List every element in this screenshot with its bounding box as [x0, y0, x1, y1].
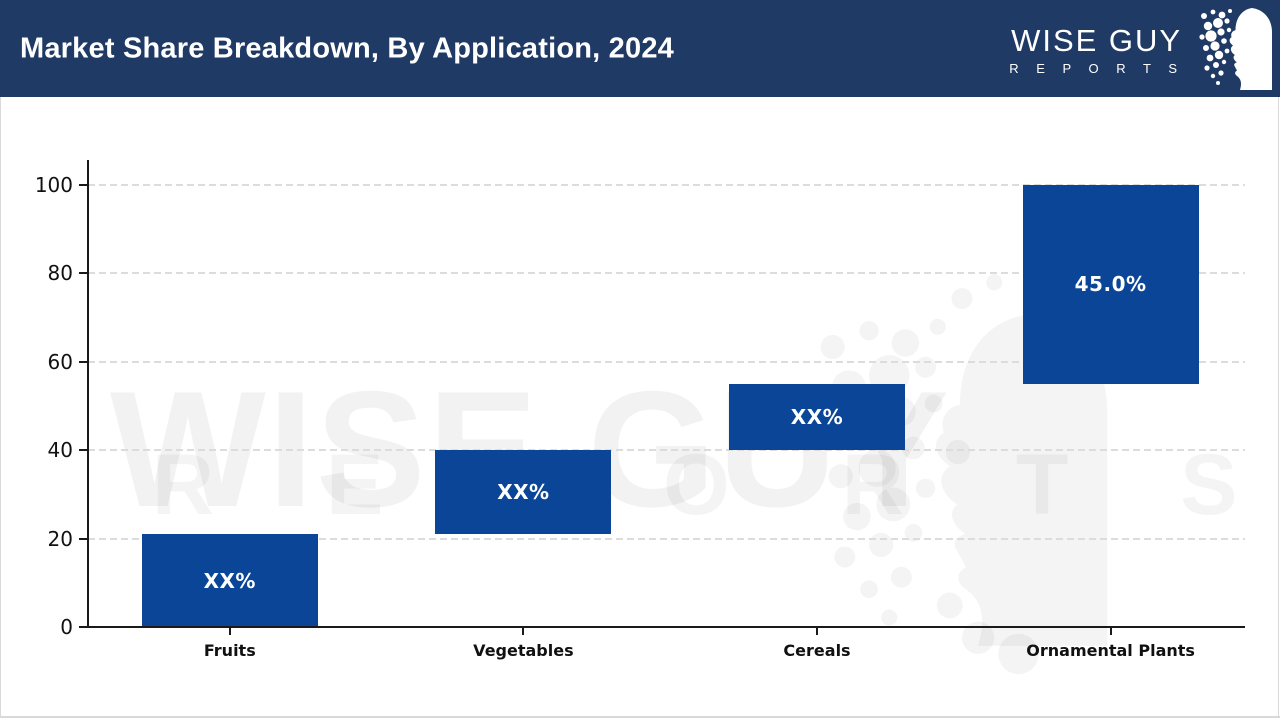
x-tick-mark — [228, 627, 231, 635]
bar-vegetables: XX% — [435, 450, 612, 535]
bar-value-label: 45.0% — [1074, 272, 1147, 297]
y-tick-mark — [79, 449, 88, 452]
gridline-y100 — [88, 184, 1245, 186]
brand-logo: WISE GUY R E P O R T S — [1009, 8, 1274, 90]
y-axis-spine — [87, 160, 89, 628]
header-band: Market Share Breakdown, By Application, … — [0, 0, 1280, 97]
brand-subtitle: R E P O R T S — [1009, 60, 1184, 76]
watermark-subtitle-text: R E P O R T S — [152, 442, 1280, 528]
x-tick-label-fruits: Fruits — [203, 641, 256, 660]
page-title: Market Share Breakdown, By Application, … — [20, 32, 674, 64]
x-tick-mark — [522, 627, 525, 635]
bar-value-label: XX% — [790, 405, 844, 430]
y-tick-label: 100 — [34, 173, 73, 197]
y-tick-mark — [79, 537, 88, 540]
head-profile-icon — [1199, 8, 1272, 90]
figure-bottom-border — [0, 716, 1280, 718]
bar-ornamental-plants: 45.0% — [1022, 185, 1199, 384]
y-tick-label: 20 — [47, 526, 73, 551]
y-tick-label: 60 — [47, 349, 73, 374]
x-tick-mark — [816, 627, 818, 635]
y-tick-mark — [79, 626, 88, 628]
y-tick-mark — [79, 360, 88, 363]
y-tick-label: 0 — [60, 615, 73, 639]
y-tick-label: 80 — [47, 261, 73, 286]
gridline-y40 — [88, 449, 1245, 452]
x-tick-label-cereals: Cereals — [783, 641, 851, 660]
x-tick-label-ornamental-plants: Ornamental Plants — [1026, 641, 1195, 660]
chart-plot-area: 0 20 40 60 80 100 XX% XX% XX% 45.0% Fruits Vegetabl… — [0, 97, 1280, 717]
bar-value-label: XX% — [497, 480, 550, 505]
x-tick-label-vegetables: Vegetables — [473, 641, 574, 660]
y-tick-mark — [79, 272, 88, 275]
x-axis-spine — [88, 626, 1245, 628]
y-tick-mark — [79, 184, 88, 186]
bar-cereals: XX% — [729, 383, 905, 451]
bar-fruits: XX% — [141, 534, 318, 627]
figure-left-border — [0, 97, 1, 717]
bar-value-label: XX% — [203, 568, 256, 593]
brand-logo-text: WISE GUY R E P O R T S — [1009, 23, 1184, 76]
gridline-y80 — [88, 272, 1245, 275]
gridline-y20 — [88, 537, 1245, 540]
figure-right-border — [1278, 97, 1279, 717]
y-tick-label: 40 — [47, 438, 73, 463]
gridline-y60 — [88, 360, 1245, 363]
brand-name: WISE GUY — [1011, 22, 1183, 58]
x-tick-mark — [1109, 627, 1112, 635]
